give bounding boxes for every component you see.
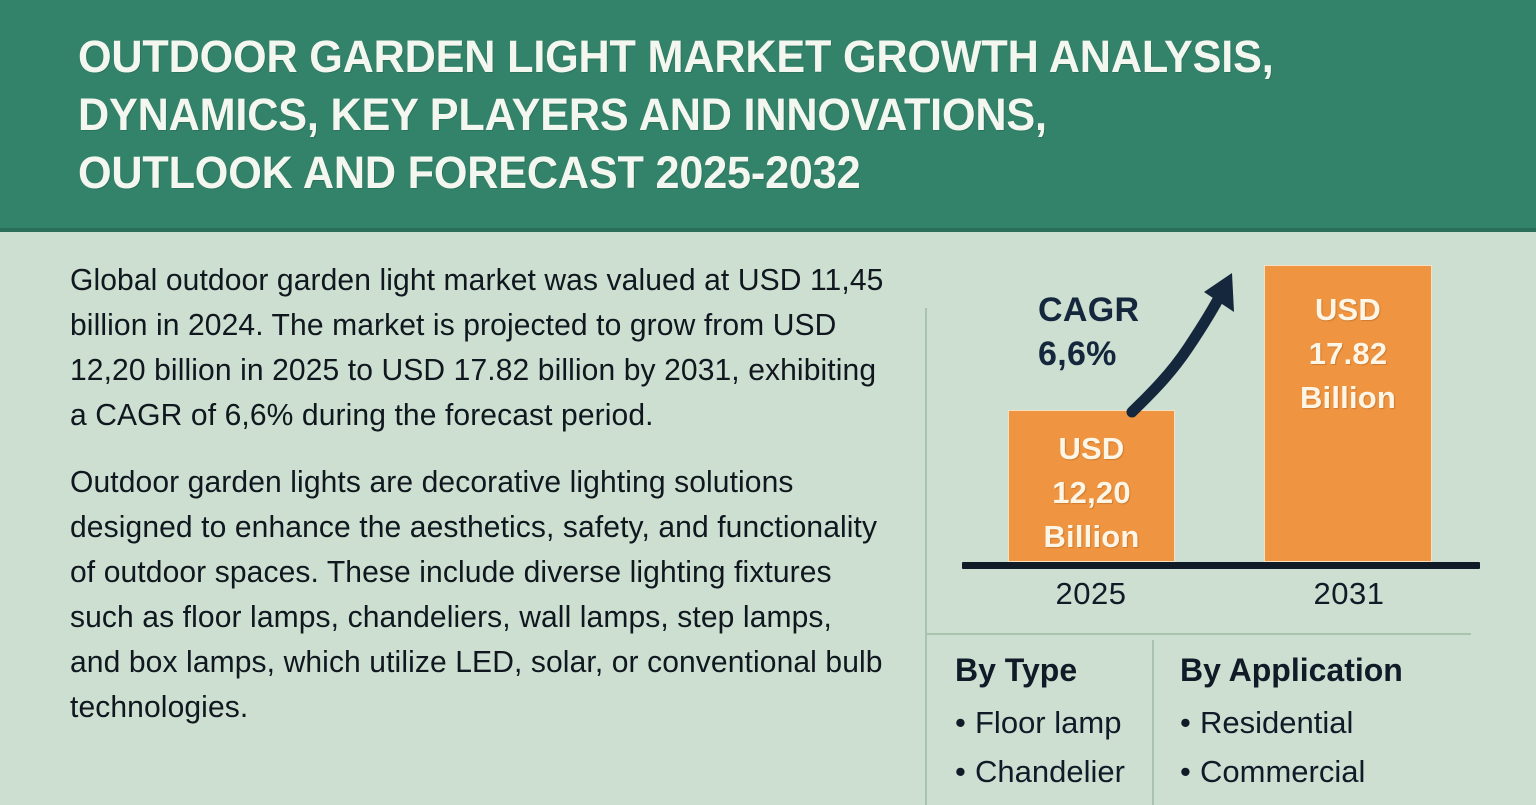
list-item: • Floor lamp — [955, 698, 1150, 747]
page-title: OUTDOOR GARDEN LIGHT MARKET GROWTH ANALY… — [78, 31, 1274, 198]
cagr-annotation: CAGR 6,6% — [1038, 288, 1178, 376]
x-tick-2025: 2025 — [1055, 576, 1127, 611]
bar-2025-amount: 12,20 — [1052, 475, 1131, 510]
chart-axis-line — [962, 562, 1480, 569]
bullet-icon: • — [955, 754, 966, 789]
segment-columns-divider — [1152, 640, 1154, 805]
bar-chart: USD 12,20 Billion USD 17.82 Billion 2025… — [926, 246, 1536, 631]
segment-by-application-item-1: Commercial — [1200, 754, 1366, 789]
bar-2025: USD 12,20 Billion — [1008, 410, 1175, 562]
list-item: • Commercial — [1180, 747, 1445, 796]
paragraph-market-value: Global outdoor garden light market was v… — [70, 263, 884, 432]
segment-by-application-heading: By Application — [1180, 652, 1403, 688]
cagr-label: CAGR — [1038, 291, 1140, 329]
bar-2031-amount: 17.82 — [1308, 336, 1388, 371]
panel-horizontal-divider — [926, 633, 1471, 635]
bar-2025-currency: USD — [1058, 431, 1125, 466]
header-band: OUTDOOR GARDEN LIGHT MARKET GROWTH ANALY… — [0, 0, 1536, 232]
segment-by-application-item-0: Residential — [1200, 705, 1354, 740]
panel-vertical-divider — [925, 308, 927, 805]
segment-by-type-heading: By Type — [955, 652, 1078, 688]
growth-arrow-icon — [1126, 273, 1234, 418]
segment-by-type-item-0: Floor lamp — [975, 705, 1122, 740]
segment-by-application: By Application • Residential • Commercial — [1180, 650, 1445, 796]
bullet-icon: • — [955, 705, 966, 740]
segment-by-type-list: • Floor lamp • Chandelier — [955, 698, 1150, 796]
segment-by-application-list: • Residential • Commercial — [1180, 698, 1445, 796]
paragraph-market-description: Outdoor garden lights are decorative lig… — [70, 465, 883, 724]
cagr-value: 6,6% — [1038, 335, 1117, 373]
bullet-icon: • — [1180, 754, 1191, 789]
x-tick-2031: 2031 — [1313, 576, 1385, 611]
body-text-column: Global outdoor garden light market was v… — [70, 258, 898, 752]
bar-2031: USD 17.82 Billion — [1264, 265, 1432, 562]
list-item: • Chandelier — [955, 747, 1150, 796]
bullet-icon: • — [1180, 705, 1191, 740]
bar-2025-unit: Billion — [1043, 519, 1140, 554]
bar-2031-currency: USD — [1314, 292, 1382, 327]
segment-by-type: By Type • Floor lamp • Chandelier — [955, 650, 1150, 796]
segment-by-type-item-1: Chandelier — [975, 754, 1125, 789]
list-item: • Residential — [1180, 698, 1445, 747]
bar-2031-unit: Billion — [1299, 380, 1397, 415]
